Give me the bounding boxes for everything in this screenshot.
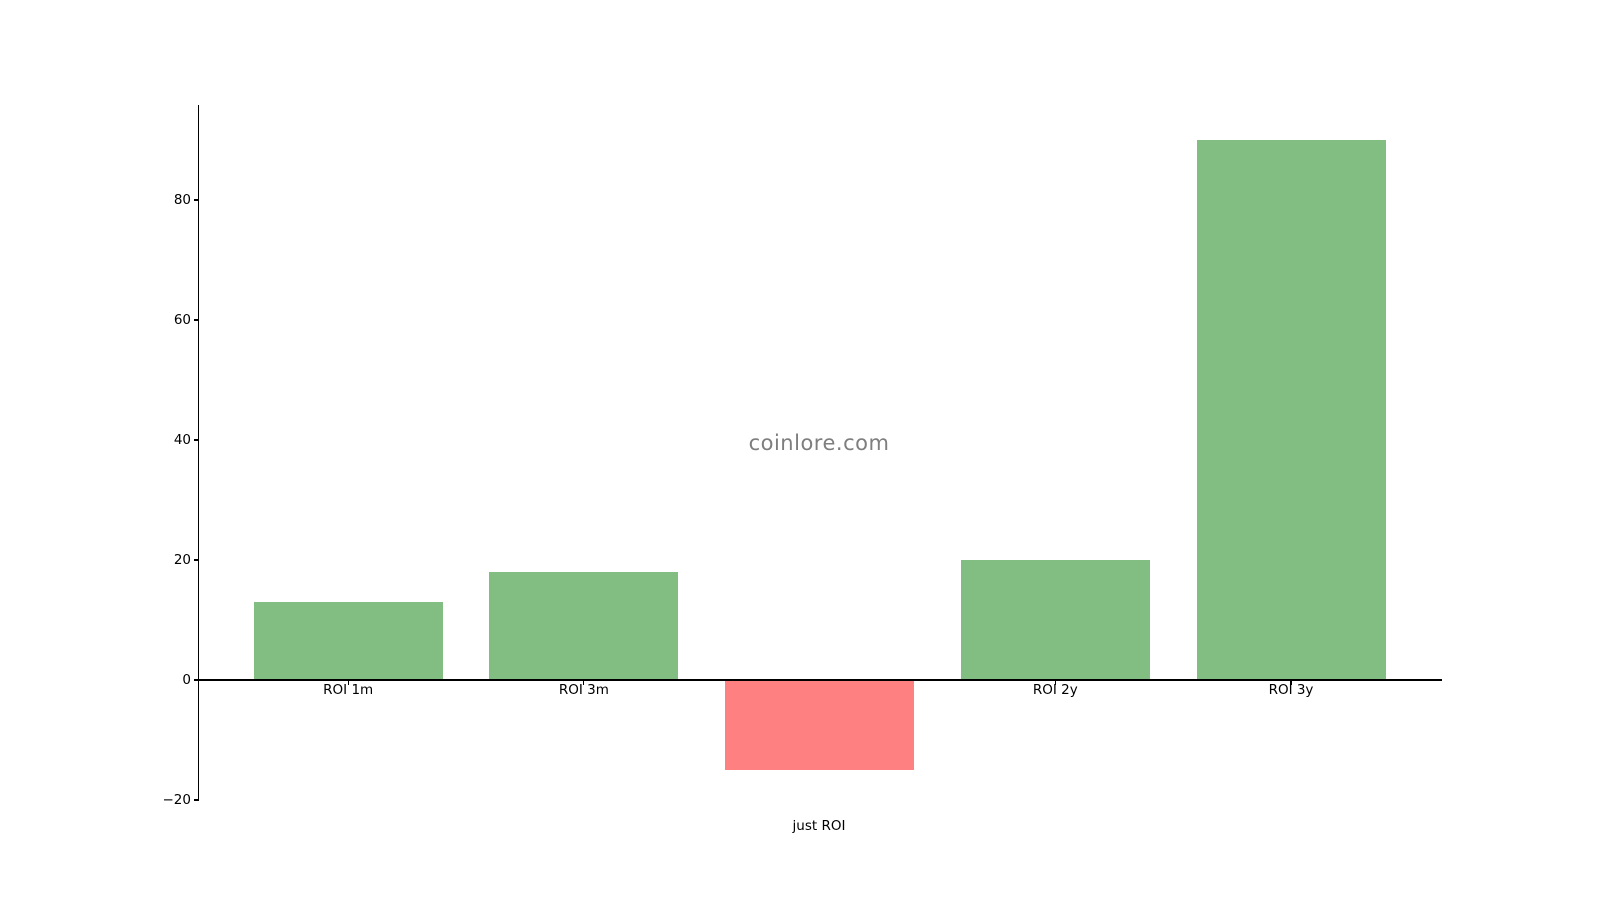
y-tick-label: 0 [182, 672, 191, 688]
y-tick-mark [194, 799, 199, 801]
y-tick-label: 40 [173, 432, 191, 448]
y-tick-label: 60 [173, 312, 191, 328]
x-tick-mark [1290, 680, 1292, 685]
y-axis-line [198, 105, 200, 800]
x-axis-zero-line [199, 679, 1442, 681]
y-tick-mark [194, 439, 199, 441]
y-tick-label: −20 [162, 792, 192, 808]
bar-roi-3y [1196, 140, 1386, 680]
x-tick-mark [347, 680, 349, 685]
x-tick-mark [583, 680, 585, 685]
y-tick-mark [194, 199, 199, 201]
y-tick-label: 20 [173, 552, 191, 568]
y-tick-mark [194, 319, 199, 321]
bar-hidden-label [725, 680, 915, 770]
x-tick-mark [1054, 680, 1056, 685]
bar-roi-3m [489, 572, 679, 680]
x-tick-label: ROI 3y [1268, 682, 1314, 698]
bar-roi-2y [960, 560, 1150, 680]
watermark-text: coinlore.com [748, 431, 890, 455]
x-tick-label: ROI 2y [1032, 682, 1078, 698]
y-tick-label: 80 [173, 192, 191, 208]
x-axis-title: just ROI [792, 818, 846, 834]
x-tick-label: ROI 3m [558, 682, 609, 698]
y-tick-mark [194, 679, 199, 681]
bar-roi-1m [253, 602, 443, 680]
y-tick-mark [194, 559, 199, 561]
x-tick-label: ROI 1m [323, 682, 374, 698]
